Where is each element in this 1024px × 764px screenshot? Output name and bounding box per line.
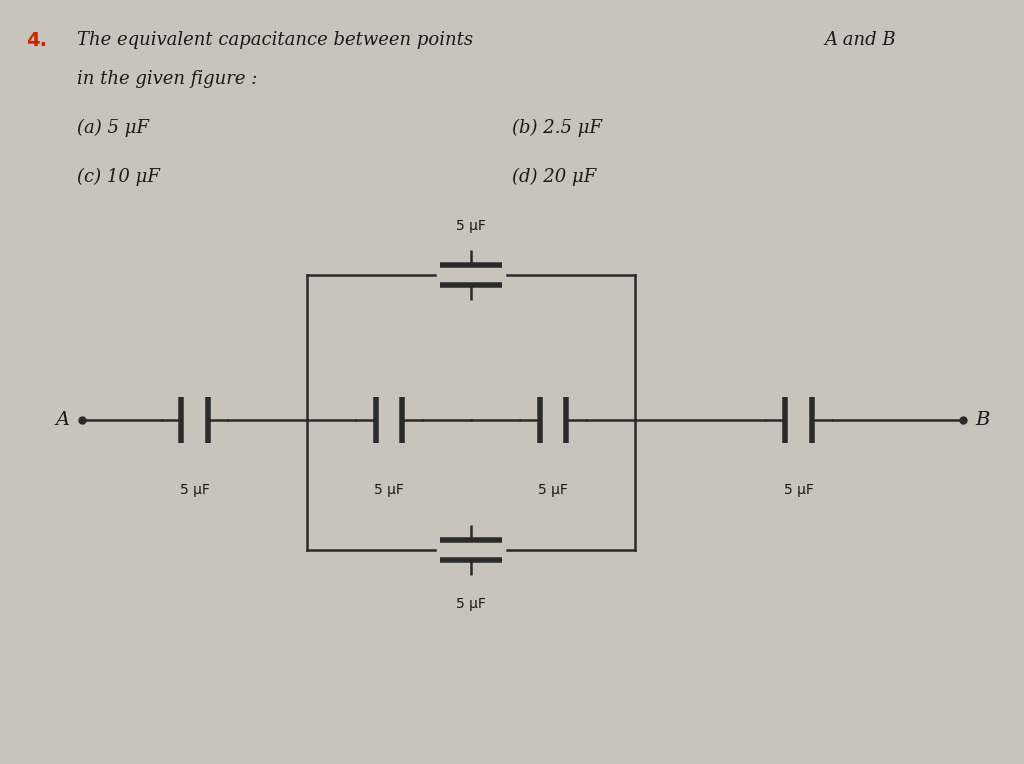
Text: (a) 5 μF: (a) 5 μF <box>77 118 148 137</box>
Text: (b) 2.5 μF: (b) 2.5 μF <box>512 118 602 137</box>
Text: B: B <box>975 411 989 429</box>
Text: 5 μF: 5 μF <box>783 483 814 497</box>
Text: 4.: 4. <box>26 31 47 50</box>
Text: 5 μF: 5 μF <box>456 219 486 233</box>
Text: A: A <box>55 411 70 429</box>
Text: 5 μF: 5 μF <box>456 597 486 610</box>
Text: 5 μF: 5 μF <box>538 483 568 497</box>
Text: in the given figure :: in the given figure : <box>77 70 257 89</box>
Text: A and B: A and B <box>824 31 896 49</box>
Text: 5 μF: 5 μF <box>374 483 404 497</box>
Text: 5 μF: 5 μF <box>179 483 210 497</box>
Text: (c) 10 μF: (c) 10 μF <box>77 168 160 186</box>
Text: The equivalent capacitance between points: The equivalent capacitance between point… <box>77 31 473 49</box>
Text: (d) 20 μF: (d) 20 μF <box>512 168 596 186</box>
